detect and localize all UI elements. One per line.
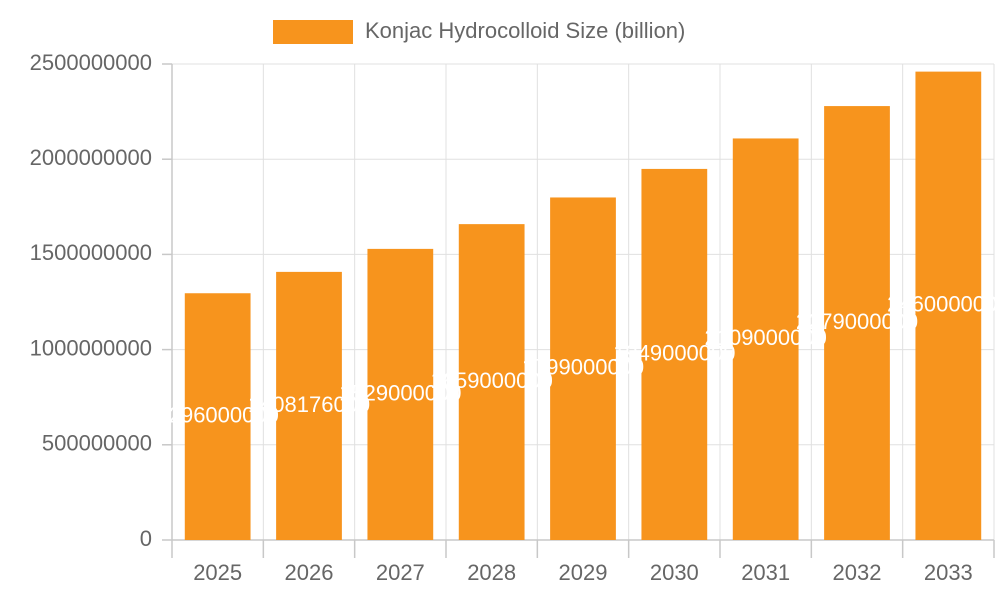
bar [824,106,890,540]
bar [641,168,708,540]
x-tick-label: 2025 [193,560,242,585]
bar [367,248,434,540]
bar [732,138,799,540]
x-tick-label: 2032 [833,560,882,585]
data-label: 1529000000 [339,380,461,405]
y-tick-label: 2000000000 [30,145,152,170]
y-tick-label: 500000000 [42,431,152,456]
y-tick-label: 0 [140,526,152,551]
data-label: 1799000000 [522,355,644,380]
y-tick-label: 1000000000 [30,335,152,360]
data-label: 1296000000 [156,402,278,427]
bar [550,197,616,540]
data-label: 2279000000 [796,309,918,334]
data-label: 1408176000 [248,392,370,417]
bar [276,271,342,540]
x-tick-label: 2027 [376,560,425,585]
data-label: 1659000000 [430,368,552,393]
data-label: 2109000000 [704,325,826,350]
bar [915,71,982,540]
x-tick-label: 2030 [650,560,699,585]
x-tick-label: 2026 [285,560,334,585]
legend-swatch [273,20,353,44]
x-tick-label: 2033 [924,560,973,585]
bar [184,293,251,540]
y-tick-label: 2500000000 [30,50,152,75]
legend-label: Konjac Hydrocolloid Size (billion) [365,18,685,43]
bar [458,224,525,540]
x-tick-label: 2028 [467,560,516,585]
data-label: 1949000000 [613,340,735,365]
data-label: 2460000000 [887,292,1000,317]
y-tick-label: 1500000000 [30,240,152,265]
x-tick-label: 2029 [559,560,608,585]
x-tick-label: 2031 [741,560,790,585]
